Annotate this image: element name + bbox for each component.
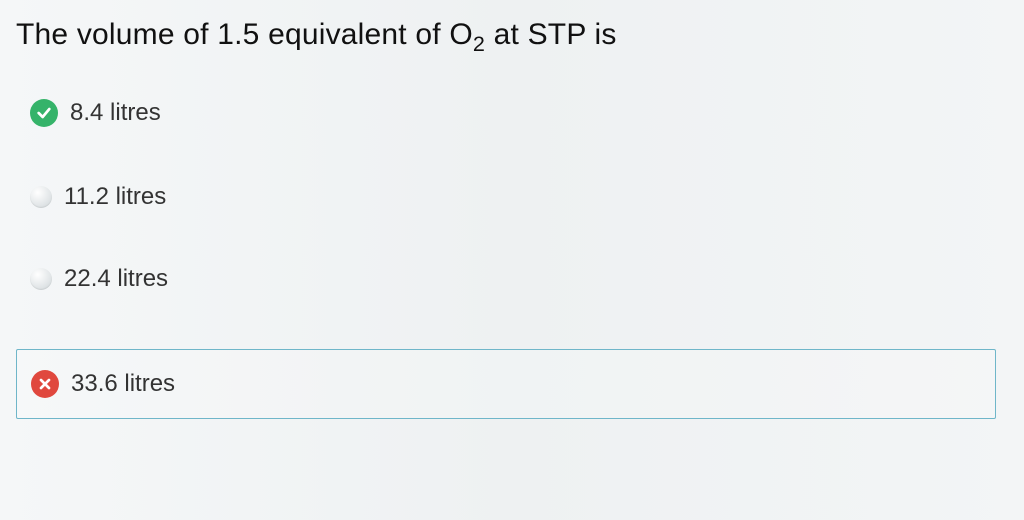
option-label: 11.2 litres — [64, 185, 166, 209]
question-post: at STP is — [485, 18, 617, 51]
check-icon — [30, 99, 58, 127]
option-label: 22.4 litres — [64, 267, 168, 291]
option-b[interactable]: 11.2 litres — [30, 185, 996, 209]
question-pre: The volume of 1.5 equivalent of O — [16, 18, 473, 51]
option-c[interactable]: 22.4 litres — [30, 267, 996, 291]
option-a[interactable]: 8.4 litres — [30, 99, 996, 127]
option-label: 8.4 litres — [70, 101, 161, 125]
quiz-card: The volume of 1.5 equivalent of O2 at ST… — [0, 0, 1024, 520]
option-d[interactable]: 33.6 litres — [16, 349, 996, 419]
radio-icon — [30, 186, 52, 208]
options-list: 8.4 litres 11.2 litres 22.4 litres 33.6 … — [30, 99, 996, 419]
question-text: The volume of 1.5 equivalent of O2 at ST… — [16, 18, 996, 57]
question-sub: 2 — [473, 31, 485, 56]
cross-icon — [31, 370, 59, 398]
radio-icon — [30, 268, 52, 290]
option-label: 33.6 litres — [71, 372, 175, 396]
